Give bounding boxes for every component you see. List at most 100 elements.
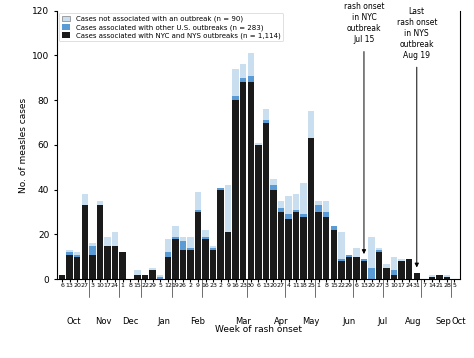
Bar xyxy=(338,261,345,279)
Bar xyxy=(368,268,375,279)
Bar xyxy=(285,197,292,214)
Bar xyxy=(232,96,239,100)
Bar xyxy=(301,183,307,214)
Bar xyxy=(323,212,329,217)
Bar xyxy=(104,237,110,246)
Bar xyxy=(172,226,179,237)
Bar xyxy=(338,232,345,259)
Bar xyxy=(97,205,103,279)
Bar xyxy=(444,275,450,277)
Bar xyxy=(255,145,262,279)
Text: Mar: Mar xyxy=(235,317,251,326)
Text: Nov: Nov xyxy=(95,317,112,326)
Bar xyxy=(210,250,216,279)
Bar xyxy=(89,243,96,246)
Bar xyxy=(172,239,179,279)
Bar xyxy=(82,194,88,205)
Bar xyxy=(330,226,337,230)
Bar xyxy=(202,239,209,279)
Bar xyxy=(338,259,345,261)
Bar xyxy=(301,214,307,217)
Bar xyxy=(210,248,216,250)
Bar xyxy=(82,205,88,279)
Bar xyxy=(353,248,360,257)
Bar xyxy=(247,82,254,279)
Bar xyxy=(135,275,141,279)
Bar xyxy=(218,188,224,190)
Bar xyxy=(180,241,186,250)
Bar xyxy=(149,270,156,279)
Bar xyxy=(255,143,262,145)
Bar xyxy=(414,272,420,279)
Bar xyxy=(89,246,96,255)
Bar xyxy=(436,275,443,279)
Bar xyxy=(164,257,171,279)
Bar xyxy=(218,190,224,279)
Bar xyxy=(66,252,73,255)
Text: Last
rash onset
in NYS
outbreak
Aug 19: Last rash onset in NYS outbreak Aug 19 xyxy=(397,6,437,60)
Bar xyxy=(210,246,216,248)
Bar xyxy=(247,76,254,82)
Bar xyxy=(323,201,329,212)
Bar xyxy=(225,232,231,279)
Text: Jan: Jan xyxy=(157,317,171,326)
X-axis label: Week of rash onset: Week of rash onset xyxy=(215,324,302,334)
Bar xyxy=(278,208,284,212)
Text: Dec: Dec xyxy=(122,317,138,326)
Bar xyxy=(270,190,277,279)
Bar xyxy=(361,261,367,279)
Text: Apr: Apr xyxy=(273,317,288,326)
Bar xyxy=(240,78,246,82)
Bar xyxy=(164,252,171,257)
Bar xyxy=(285,214,292,219)
Bar xyxy=(376,250,382,252)
Bar xyxy=(383,268,390,279)
Bar xyxy=(135,270,141,275)
Bar xyxy=(187,237,194,248)
Bar xyxy=(399,261,405,279)
Bar xyxy=(202,237,209,239)
Bar xyxy=(74,257,81,279)
Bar xyxy=(376,252,382,279)
Bar xyxy=(180,237,186,241)
Bar xyxy=(391,275,397,279)
Bar xyxy=(368,237,375,268)
Bar xyxy=(195,210,201,212)
Bar xyxy=(149,268,156,270)
Bar xyxy=(225,185,231,232)
Bar xyxy=(142,275,148,279)
Bar xyxy=(444,277,450,279)
Bar xyxy=(316,205,322,212)
Text: Jun: Jun xyxy=(342,317,356,326)
Bar xyxy=(119,252,126,279)
Bar xyxy=(330,230,337,279)
Bar xyxy=(263,109,269,120)
Bar xyxy=(263,122,269,279)
Bar xyxy=(428,275,435,277)
Bar xyxy=(172,237,179,239)
Bar xyxy=(180,250,186,279)
Text: Sep: Sep xyxy=(435,317,451,326)
Bar xyxy=(346,255,352,257)
Bar xyxy=(399,259,405,261)
Bar xyxy=(293,210,299,212)
Bar xyxy=(66,255,73,279)
Bar xyxy=(293,212,299,279)
Bar xyxy=(187,250,194,279)
Text: Oct: Oct xyxy=(66,317,81,326)
Bar xyxy=(104,246,110,279)
Bar xyxy=(316,212,322,279)
Bar xyxy=(112,232,118,246)
Bar xyxy=(157,277,164,279)
Bar xyxy=(301,217,307,279)
Bar xyxy=(376,248,382,250)
Bar xyxy=(361,259,367,261)
Text: May: May xyxy=(302,317,320,326)
Bar xyxy=(308,138,314,279)
Bar xyxy=(247,53,254,76)
Bar xyxy=(74,252,81,255)
Bar xyxy=(74,255,81,257)
Bar xyxy=(278,212,284,279)
Bar xyxy=(391,257,397,270)
Bar xyxy=(353,257,360,279)
